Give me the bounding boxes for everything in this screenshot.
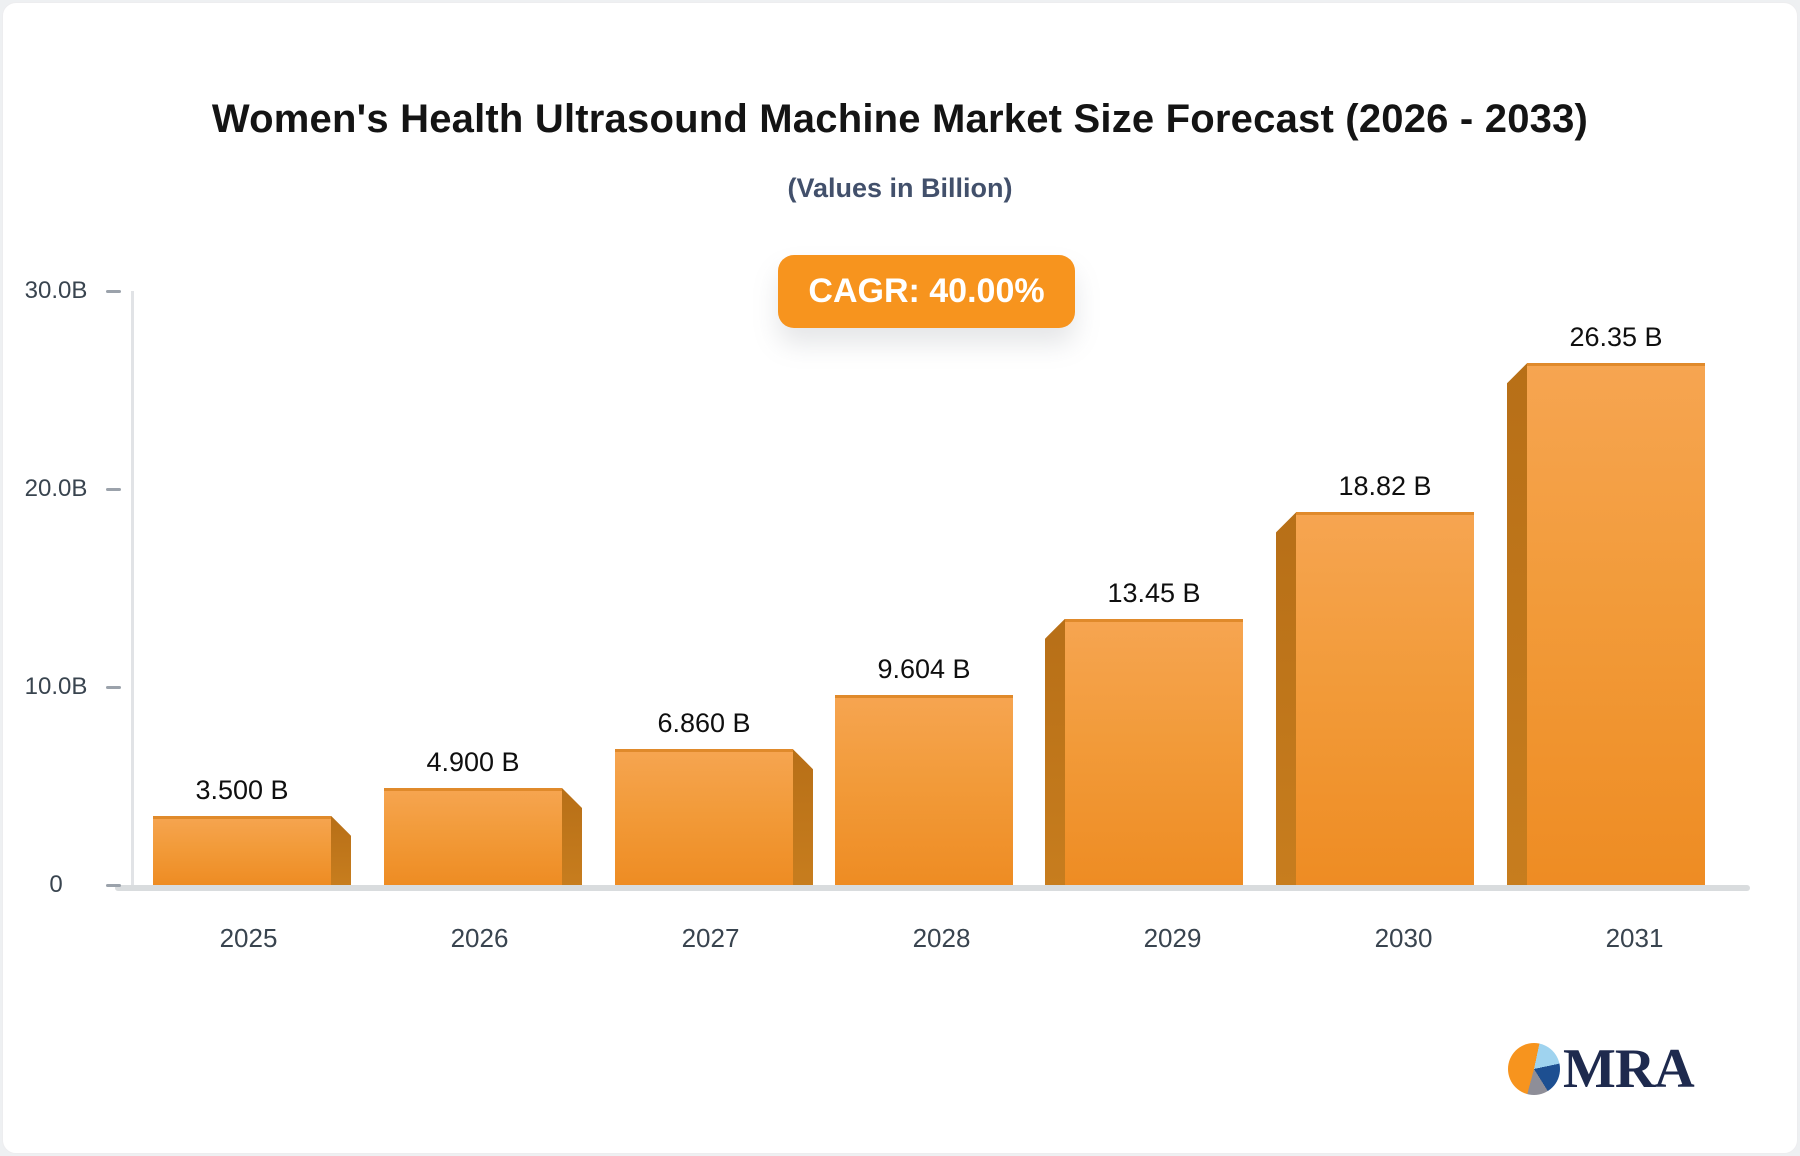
y-tick-label: 30.0B: [24, 277, 88, 304]
bar-top-edge: [835, 694, 1013, 698]
x-axis-label: 2027: [681, 923, 740, 953]
cagr-badge: CAGR: 40.00%: [778, 255, 1075, 328]
bar-column: 3.500 B: [133, 291, 364, 885]
y-tick-label: 10.0B: [24, 673, 88, 700]
bar-side-face: [1507, 363, 1527, 885]
bar-column: 4.900 B: [364, 291, 595, 885]
page-title: Women's Health Ultrasound Machine Market…: [211, 97, 1589, 141]
bar-value-label: 3.500 B: [195, 774, 289, 805]
bar-top-edge: [1296, 512, 1474, 516]
x-axis-label: 2029: [1143, 923, 1202, 953]
x-axis-label: 2030: [1374, 923, 1433, 953]
y-axis-line: [131, 291, 134, 887]
bar-value-label: 9.604 B: [877, 653, 971, 684]
bar-side-face: [1045, 618, 1065, 885]
y-tick-label: 20.0B: [24, 475, 88, 502]
bar-column: 26.35 B: [1507, 291, 1750, 885]
bar-side-face: [331, 815, 351, 885]
bar[interactable]: [1527, 363, 1705, 885]
x-axis-label: 2026: [450, 923, 509, 953]
bar-top-edge: [1065, 618, 1243, 622]
y-tick-dash: [106, 289, 121, 293]
pie-chart-icon: [1508, 1043, 1560, 1095]
y-tick-label: 0: [49, 871, 63, 898]
bar-side-face: [793, 749, 813, 885]
bar[interactable]: [384, 787, 562, 885]
bar-value-label: 6.860 B: [657, 708, 751, 739]
mra-logo: MRA: [1508, 1038, 1695, 1100]
bar-column: 6.860 B: [595, 291, 826, 885]
page-subtitle: (Values in Billion): [787, 173, 1013, 203]
bar-value-label: 4.900 B: [426, 746, 520, 777]
bar-column: 9.604 B: [826, 291, 1057, 885]
bar[interactable]: [1296, 512, 1474, 885]
bar-top-edge: [153, 815, 331, 819]
logo-text: MRA: [1563, 1038, 1695, 1100]
bar[interactable]: [153, 815, 331, 885]
x-axis-label: 2031: [1605, 923, 1664, 953]
bar-side-face: [562, 787, 582, 885]
bar[interactable]: [835, 694, 1013, 885]
bar-value-label: 26.35 B: [1569, 322, 1663, 353]
y-tick-dash: [106, 685, 121, 689]
bar-value-label: 18.82 B: [1338, 471, 1432, 502]
bar-value-label: 13.45 B: [1107, 577, 1201, 608]
bar-column: 18.82 B: [1276, 291, 1519, 885]
bar-top-edge: [384, 787, 562, 791]
bar-chart: 30.0B 20.0B 10.0B 0 3.500 B 2025 4.900 B 2026 6.…: [3, 3, 1797, 1153]
bar[interactable]: [615, 749, 793, 885]
x-axis-label: 2028: [912, 923, 971, 953]
bar-top-edge: [615, 749, 793, 753]
x-axis-line: [115, 885, 1750, 891]
bar-side-face: [1276, 512, 1296, 885]
bar[interactable]: [1065, 618, 1243, 885]
bar-column: 13.45 B: [1045, 291, 1288, 885]
x-axis-label: 2025: [219, 923, 278, 953]
y-tick-dash: [106, 487, 121, 491]
y-tick-dash: [106, 883, 121, 887]
bar-top-edge: [1527, 363, 1705, 367]
